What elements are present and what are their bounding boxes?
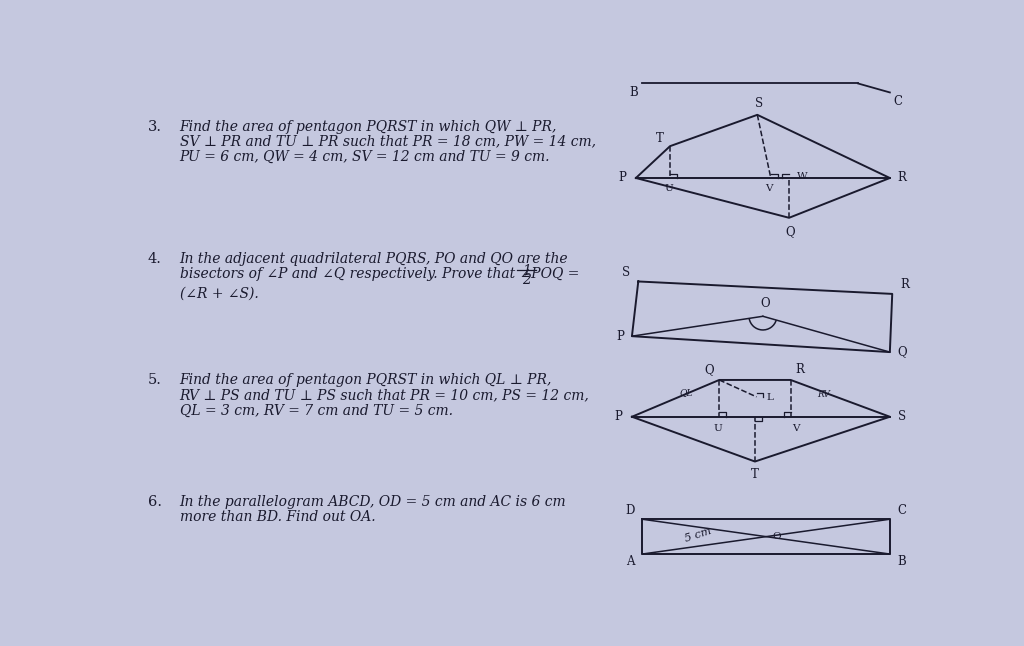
Text: O: O: [761, 297, 770, 310]
Text: R: R: [898, 171, 906, 185]
Text: PU = 6 cm, QW = 4 cm, SV = 12 cm and TU = 9 cm.: PU = 6 cm, QW = 4 cm, SV = 12 cm and TU …: [179, 150, 550, 163]
Text: V: V: [793, 424, 800, 433]
Text: SV ⊥ PR and TU ⊥ PR such that PR = 18 cm, PW = 14 cm,: SV ⊥ PR and TU ⊥ PR such that PR = 18 cm…: [179, 135, 596, 149]
Text: In the parallelogram ABCD, OD = 5 cm and AC is 6 cm: In the parallelogram ABCD, OD = 5 cm and…: [179, 495, 566, 509]
Text: (∠R + ∠S).: (∠R + ∠S).: [179, 286, 258, 300]
Text: more than BD. Find out OA.: more than BD. Find out OA.: [179, 510, 375, 525]
Text: Find the area of pentagon PQRST in which QL ⊥ PR,: Find the area of pentagon PQRST in which…: [179, 373, 552, 388]
Text: 4.: 4.: [147, 251, 162, 266]
Text: RV: RV: [817, 390, 829, 399]
Text: In the adjacent quadrilateral PQRS, PO and QO are the: In the adjacent quadrilateral PQRS, PO a…: [179, 251, 568, 266]
Text: QL = 3 cm, RV = 7 cm and TU = 5 cm.: QL = 3 cm, RV = 7 cm and TU = 5 cm.: [179, 403, 453, 417]
Text: B: B: [898, 555, 906, 568]
Text: S: S: [898, 410, 906, 423]
Text: R: R: [796, 363, 804, 376]
Text: Q: Q: [898, 346, 907, 359]
Text: 5.: 5.: [147, 373, 162, 388]
Text: C: C: [898, 504, 907, 517]
Text: W: W: [797, 172, 808, 181]
Text: 3.: 3.: [147, 120, 162, 134]
Text: Q: Q: [705, 363, 715, 376]
Text: P: P: [614, 410, 623, 423]
Text: R: R: [900, 278, 909, 291]
Text: S: S: [755, 97, 763, 110]
Text: V: V: [765, 185, 772, 193]
Text: U: U: [665, 185, 673, 193]
Text: U: U: [714, 424, 722, 433]
Text: 5 cm: 5 cm: [684, 526, 713, 544]
Text: 2: 2: [522, 273, 530, 287]
Text: 1: 1: [522, 264, 530, 278]
Text: P: P: [618, 171, 627, 185]
Text: O: O: [772, 532, 781, 541]
Text: Find the area of pentagon PQRST in which QW ⊥ PR,: Find the area of pentagon PQRST in which…: [179, 120, 557, 134]
Text: RV ⊥ PS and TU ⊥ PS such that PR = 10 cm, PS = 12 cm,: RV ⊥ PS and TU ⊥ PS such that PR = 10 cm…: [179, 388, 590, 402]
Text: T: T: [655, 132, 664, 145]
Text: S: S: [623, 266, 631, 279]
Text: Q: Q: [785, 225, 796, 238]
Text: 6.: 6.: [147, 495, 162, 509]
Text: P: P: [616, 329, 624, 342]
Text: C: C: [894, 95, 903, 108]
Text: D: D: [625, 504, 634, 517]
Text: QL: QL: [680, 388, 693, 397]
Text: bisectors of ∠P and ∠Q respectively. Prove that ∠POQ =: bisectors of ∠P and ∠Q respectively. Pro…: [179, 267, 579, 280]
Text: B: B: [630, 86, 638, 99]
Text: A: A: [626, 555, 634, 568]
Text: L: L: [766, 393, 773, 402]
Text: T: T: [751, 468, 759, 481]
